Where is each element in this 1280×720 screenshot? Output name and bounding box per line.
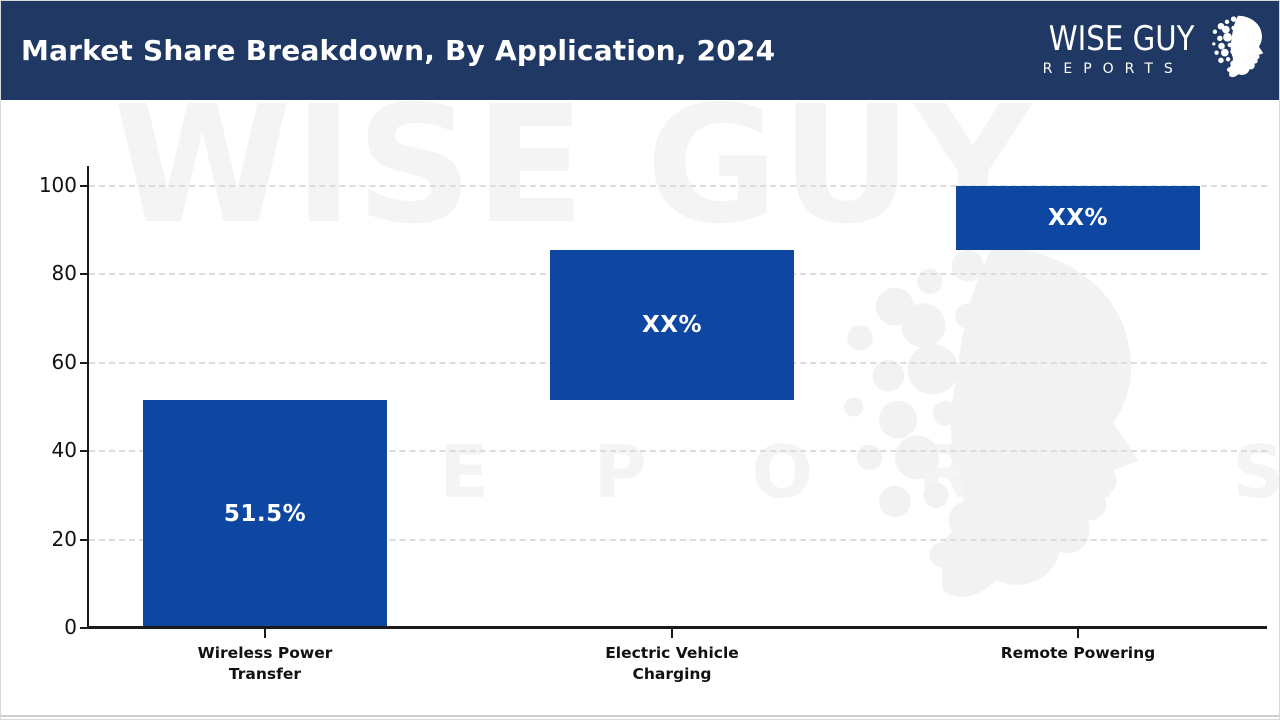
x-tick-2 <box>671 629 673 638</box>
x-tick-3 <box>1077 629 1079 638</box>
wiseguy-head-icon <box>1212 15 1264 78</box>
y-tick-40 <box>80 450 88 453</box>
category-label-1: Wireless Power Transfer <box>105 643 425 685</box>
x-tick-1 <box>264 629 266 638</box>
y-tick-label-80: 80 <box>51 261 77 286</box>
watermark-wiseguy-text: WISE GUY <box>113 72 1034 260</box>
logo-text: WISE GUY REPORTS <box>1025 19 1195 77</box>
y-tick-label-100: 100 <box>38 173 77 197</box>
bar-2: XX% <box>550 250 794 401</box>
logo-reports-text: REPORTS <box>1042 61 1184 77</box>
bar-value-label-1: 51.5% <box>223 501 307 528</box>
category-label-line: Transfer <box>228 665 302 683</box>
page-title: Market Share Breakdown, By Application, … <box>21 34 776 67</box>
x-axis-line <box>87 626 1267 629</box>
logo-wiseguy-text: WISE GUY <box>1049 19 1195 59</box>
header-bar: Market Share Breakdown, By Application, … <box>1 1 1279 100</box>
category-label-line: Electric Vehicle <box>605 644 739 662</box>
chart-area: WISE GUY R E P O R T S 0 20 40 60 80 100 51.5%… <box>1 72 1279 716</box>
bar-value-label-3: XX% <box>1047 205 1108 232</box>
category-label-line: Charging <box>632 665 712 683</box>
bar-1: 51.5% <box>143 400 387 628</box>
wiseguy-head-watermark <box>844 246 1139 597</box>
wiseguy-logo: WISE GUY REPORTS <box>1023 1 1273 100</box>
y-axis-line <box>87 166 89 629</box>
y-tick-label-40: 40 <box>51 438 77 463</box>
bar-3: XX% <box>956 186 1200 251</box>
y-tick-label-0: 0 <box>64 615 77 639</box>
y-tick-label-60: 60 <box>51 349 77 374</box>
category-label-line: Wireless Power <box>197 644 333 662</box>
footer-divider <box>1 715 1279 717</box>
y-tick-label-20: 20 <box>51 526 77 551</box>
y-tick-80 <box>80 273 88 276</box>
bar-value-label-2: XX% <box>641 312 702 339</box>
category-label-3: Remote Powering <box>918 643 1238 664</box>
y-tick-100 <box>80 185 88 187</box>
gridline-20 <box>89 538 1267 541</box>
gridline-40 <box>89 450 1267 453</box>
gridline-100 <box>89 185 1267 187</box>
y-tick-0 <box>80 627 88 629</box>
category-label-line: Remote Powering <box>1000 644 1156 662</box>
y-tick-60 <box>80 361 88 364</box>
y-tick-20 <box>80 538 88 541</box>
category-label-2: Electric Vehicle Charging <box>512 643 832 685</box>
